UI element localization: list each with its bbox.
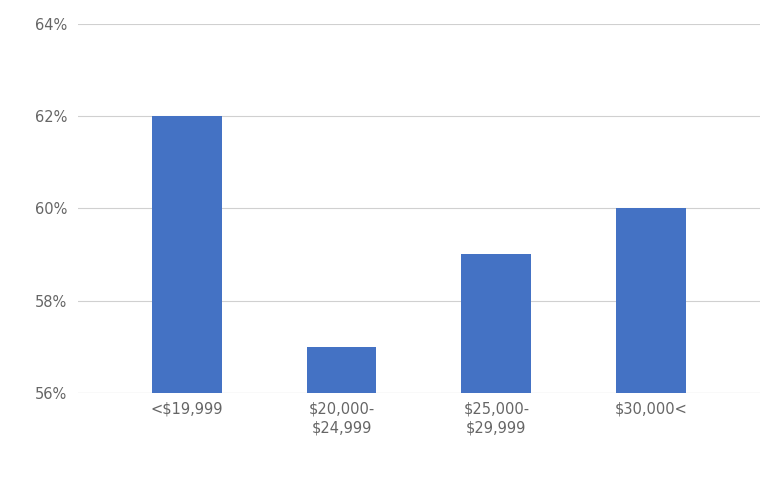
Bar xyxy=(616,208,686,479)
Bar xyxy=(461,254,531,479)
Bar xyxy=(152,116,222,479)
Bar xyxy=(307,347,377,479)
